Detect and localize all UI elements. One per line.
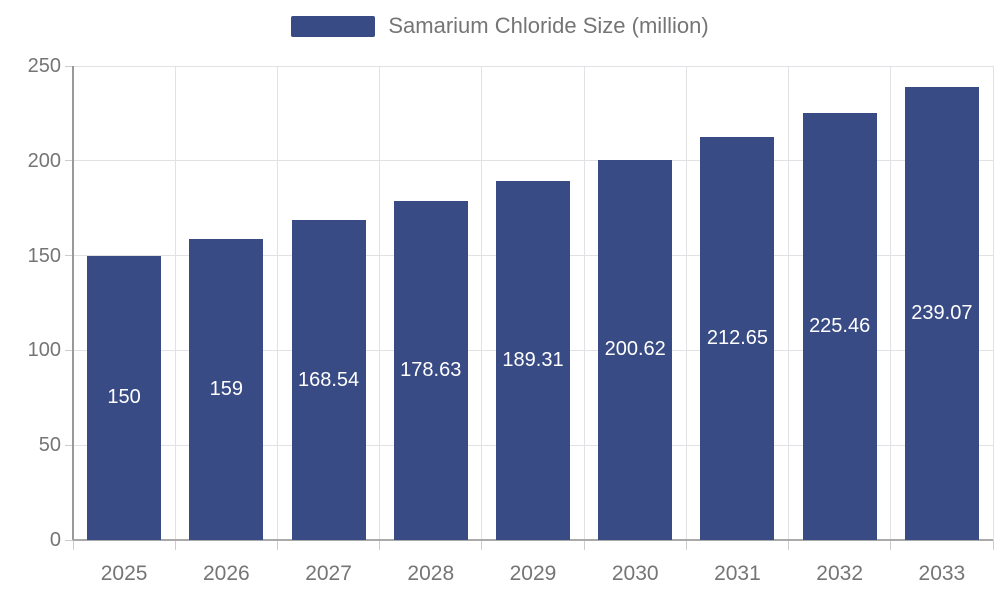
x-tick-label: 2029 bbox=[509, 562, 557, 585]
x-tick-label: 2028 bbox=[407, 562, 455, 585]
x-axis-tick bbox=[72, 540, 74, 550]
x-axis-tick bbox=[276, 540, 278, 550]
v-gridline bbox=[276, 66, 278, 540]
y-axis-tick bbox=[65, 444, 73, 446]
x-tick-label: 2030 bbox=[611, 562, 659, 585]
bar-value-label: 159 bbox=[209, 377, 244, 400]
y-tick-label: 250 bbox=[27, 55, 61, 77]
y-axis-tick bbox=[65, 65, 73, 67]
bar-value-label: 212.65 bbox=[706, 326, 769, 349]
v-gridline bbox=[379, 66, 381, 540]
v-gridline bbox=[890, 66, 892, 540]
bar-2032[interactable]: 225.46 bbox=[802, 112, 877, 540]
x-axis-tick bbox=[685, 540, 687, 550]
x-tick-label: 2027 bbox=[305, 562, 352, 585]
x-axis-tick bbox=[890, 540, 892, 550]
bar-2030[interactable]: 200.62 bbox=[598, 159, 673, 540]
x-axis-tick bbox=[992, 540, 994, 550]
y-tick-label: 200 bbox=[27, 149, 61, 172]
bar-2026[interactable]: 159 bbox=[189, 238, 264, 540]
x-tick-label: 2026 bbox=[202, 562, 250, 585]
bar-value-label: 178.63 bbox=[400, 359, 462, 382]
x-tick-label: 2033 bbox=[918, 562, 966, 585]
y-tick-label: 150 bbox=[27, 244, 61, 267]
v-gridline bbox=[992, 66, 994, 540]
y-axis-tick bbox=[65, 160, 73, 162]
x-axis-line bbox=[73, 539, 993, 541]
v-gridline bbox=[174, 66, 176, 540]
legend-label: Samarium Chloride Size (million) bbox=[388, 13, 709, 38]
legend-swatch-icon bbox=[291, 15, 376, 37]
x-tick-label: 2032 bbox=[816, 562, 864, 585]
bar-value-label: 168.54 bbox=[297, 368, 360, 391]
x-axis-tick bbox=[174, 540, 176, 550]
h-gridline bbox=[73, 65, 993, 67]
y-axis-tick bbox=[65, 539, 73, 541]
y-tick-label: 50 bbox=[38, 434, 61, 457]
y-axis-tick bbox=[65, 349, 73, 351]
x-axis-tick bbox=[379, 540, 381, 550]
bar-2025[interactable]: 150 bbox=[87, 255, 162, 540]
y-axis-tick bbox=[65, 255, 73, 257]
bar-2031[interactable]: 212.65 bbox=[700, 136, 775, 540]
v-gridline bbox=[788, 66, 790, 540]
x-axis-tick bbox=[481, 540, 483, 550]
legend[interactable]: Samarium Chloride Size (million) bbox=[0, 15, 1000, 37]
bar-value-label: 200.62 bbox=[604, 338, 666, 361]
h-gridline bbox=[73, 160, 993, 162]
y-axis-line bbox=[72, 66, 74, 540]
x-tick-label: 2025 bbox=[100, 562, 148, 585]
x-axis-tick bbox=[788, 540, 790, 550]
bar-value-label: 239.07 bbox=[911, 301, 973, 324]
x-axis-tick bbox=[583, 540, 585, 550]
v-gridline bbox=[481, 66, 483, 540]
y-tick-label: 0 bbox=[49, 529, 61, 551]
y-tick-label: 100 bbox=[27, 339, 61, 362]
bar-value-label: 150 bbox=[107, 386, 141, 409]
v-gridline bbox=[685, 66, 687, 540]
bar-2029[interactable]: 189.31 bbox=[496, 181, 570, 540]
bar-value-label: 189.31 bbox=[502, 349, 564, 372]
v-gridline bbox=[583, 66, 585, 540]
bar-2027[interactable]: 168.54 bbox=[291, 220, 366, 540]
bar-2033[interactable]: 239.07 bbox=[904, 86, 979, 540]
bar-2028[interactable]: 178.63 bbox=[393, 201, 468, 540]
x-tick-label: 2031 bbox=[714, 562, 761, 585]
bar-value-label: 225.46 bbox=[809, 314, 871, 337]
